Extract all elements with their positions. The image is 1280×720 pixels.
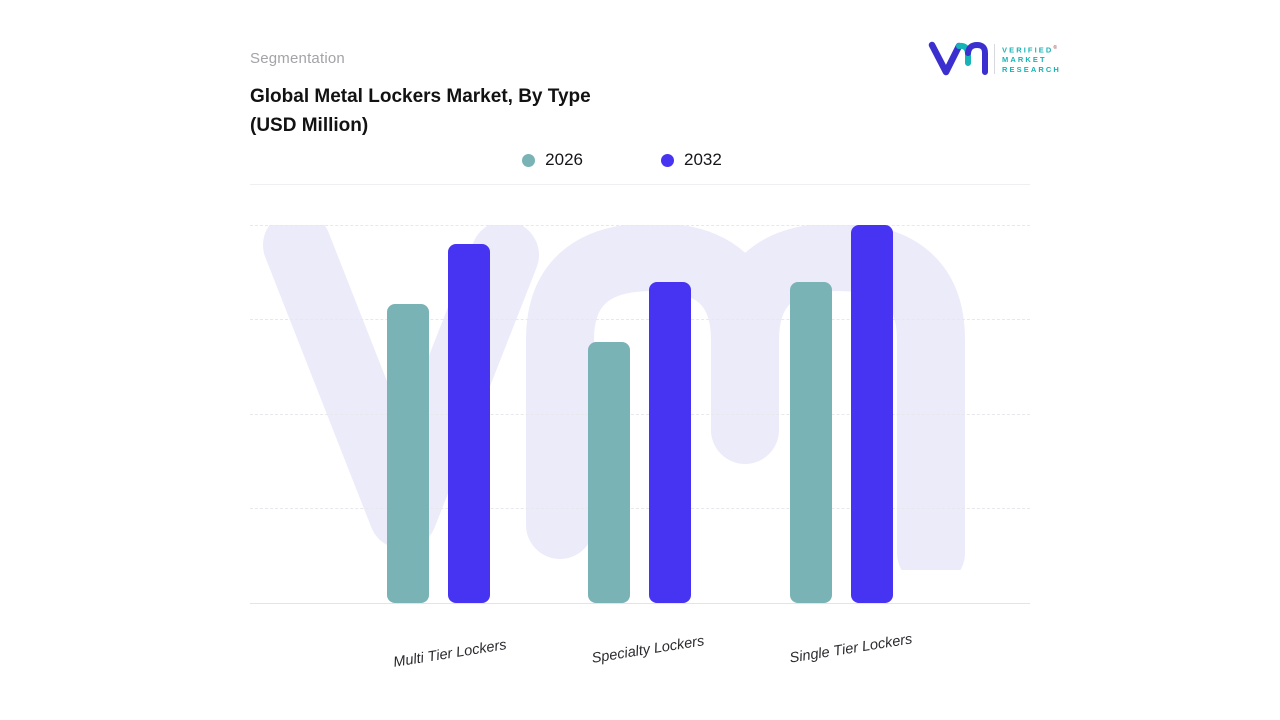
logo-wordmark: VERIFIED® MARKET RESEARCH <box>1002 44 1061 74</box>
registered-mark: ® <box>1053 45 1058 51</box>
legend-label-2032: 2032 <box>684 150 722 169</box>
legend-item-2026: 2026 <box>522 150 583 170</box>
category-label-single-tier-lockers: Single Tier Lockers <box>788 631 914 667</box>
legend-label-2026: 2026 <box>545 150 583 169</box>
bar-2032-multi-tier-lockers <box>448 244 490 603</box>
gridline <box>250 508 1030 509</box>
bar-2032-specialty-lockers <box>649 282 691 603</box>
logo-line-market: MARKET <box>1002 55 1047 64</box>
bar-2032-single-tier-lockers <box>851 225 893 603</box>
legend-item-2032: 2032 <box>661 150 722 170</box>
bar-2026-specialty-lockers <box>588 342 630 603</box>
logo-divider <box>994 44 995 74</box>
bar-group-single-tier-lockers <box>790 225 894 603</box>
vmr-monogram-icon <box>928 41 988 76</box>
category-label-multi-tier-lockers: Multi Tier Lockers <box>392 637 508 671</box>
vmr-logo: VERIFIED® MARKET RESEARCH <box>928 38 1078 80</box>
section-eyebrow: Segmentation <box>250 50 345 67</box>
bar-2026-single-tier-lockers <box>790 282 832 603</box>
gridline <box>250 225 1030 226</box>
logo-line-verified: VERIFIED® <box>1002 45 1058 55</box>
chart-legend: 2026 2032 <box>232 150 1012 170</box>
bar-group-specialty-lockers <box>588 225 692 603</box>
chart-title: Global Metal Lockers Market, By Type (US… <box>250 82 810 140</box>
bar-group-multi-tier-lockers <box>387 225 491 603</box>
gridline <box>250 414 1030 415</box>
gridline <box>250 319 1030 320</box>
logo-line-research: RESEARCH <box>1002 64 1061 74</box>
bars-layer <box>250 225 1030 603</box>
legend-dot-2032-icon <box>661 153 674 167</box>
category-label-specialty-lockers: Specialty Lockers <box>590 633 706 667</box>
plot-area <box>250 225 1030 604</box>
bar-2026-multi-tier-lockers <box>387 304 429 603</box>
legend-dot-2026-icon <box>522 153 536 167</box>
header-divider <box>250 184 1030 185</box>
chart-title-line2: (USD Million) <box>250 115 369 136</box>
chart-title-line1: Global Metal Lockers Market, By Type <box>250 86 591 107</box>
